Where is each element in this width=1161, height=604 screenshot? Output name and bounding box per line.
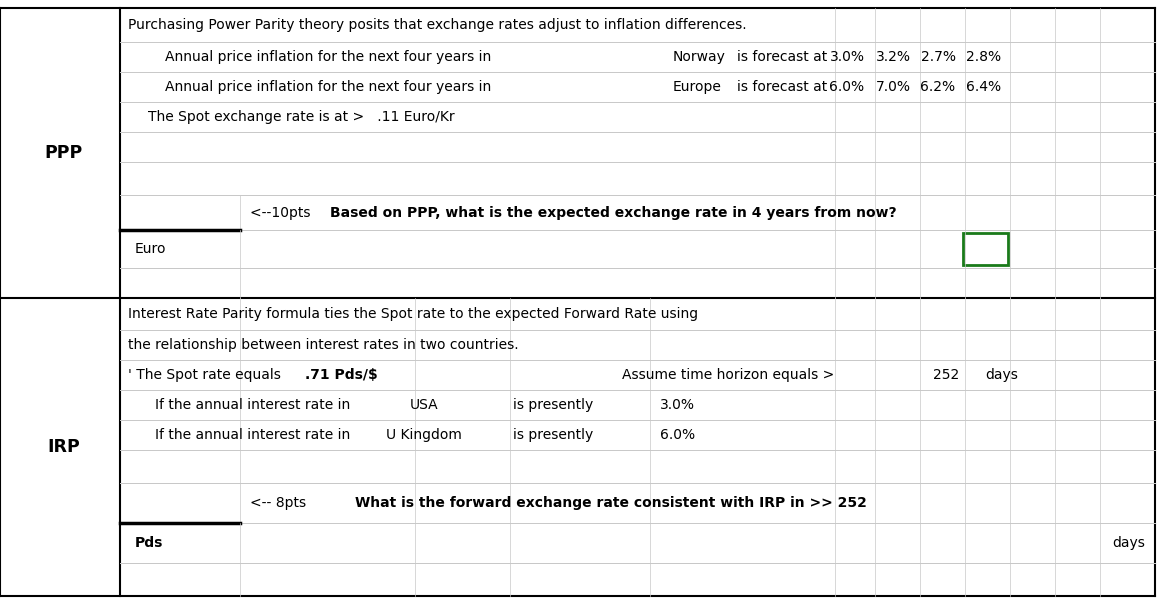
Text: USA: USA	[410, 398, 439, 412]
Text: U Kingdom: U Kingdom	[387, 428, 462, 442]
Text: 6.2%: 6.2%	[921, 80, 956, 94]
Text: If the annual interest rate in: If the annual interest rate in	[156, 428, 351, 442]
Text: 3.0%: 3.0%	[659, 398, 695, 412]
Text: 2.7%: 2.7%	[921, 50, 956, 64]
Text: 3.0%: 3.0%	[829, 50, 865, 64]
Text: is presently: is presently	[513, 428, 593, 442]
Text: 7.0%: 7.0%	[875, 80, 910, 94]
Text: What is the forward exchange rate consistent with IRP in >> 252: What is the forward exchange rate consis…	[355, 496, 867, 510]
Text: PPP: PPP	[45, 144, 84, 162]
Text: .71 Pds/$: .71 Pds/$	[305, 368, 377, 382]
Text: 6.0%: 6.0%	[829, 80, 865, 94]
Text: Assume time horizon equals >: Assume time horizon equals >	[622, 368, 838, 382]
Text: ' The Spot rate equals: ' The Spot rate equals	[128, 368, 289, 382]
Text: 3.2%: 3.2%	[875, 50, 910, 64]
Text: days: days	[1112, 536, 1145, 550]
Text: Annual price inflation for the next four years in: Annual price inflation for the next four…	[165, 50, 491, 64]
Text: Euro: Euro	[135, 242, 166, 256]
Text: is forecast at: is forecast at	[737, 80, 828, 94]
Text: 2.8%: 2.8%	[966, 50, 1002, 64]
Text: Pds: Pds	[135, 536, 164, 550]
Text: Norway: Norway	[673, 50, 726, 64]
Text: 6.4%: 6.4%	[966, 80, 1002, 94]
Text: Based on PPP, what is the expected exchange rate in 4 years from now?: Based on PPP, what is the expected excha…	[330, 205, 896, 219]
Text: Purchasing Power Parity theory posits that exchange rates adjust to inflation di: Purchasing Power Parity theory posits th…	[128, 18, 747, 32]
Text: If the annual interest rate in: If the annual interest rate in	[156, 398, 351, 412]
Text: the relationship between interest rates in two countries.: the relationship between interest rates …	[128, 338, 519, 352]
Text: The Spot exchange rate is at >   .11 Euro/Kr: The Spot exchange rate is at > .11 Euro/…	[147, 110, 455, 124]
Text: Annual price inflation for the next four years in: Annual price inflation for the next four…	[165, 80, 491, 94]
Text: is forecast at: is forecast at	[737, 50, 828, 64]
Text: 6.0%: 6.0%	[659, 428, 695, 442]
Text: <--10pts: <--10pts	[250, 205, 319, 219]
Text: is presently: is presently	[513, 398, 593, 412]
Text: 252: 252	[933, 368, 959, 382]
Text: Europe: Europe	[673, 80, 722, 94]
Text: IRP: IRP	[48, 438, 80, 456]
Bar	[962, 233, 1008, 265]
Text: Interest Rate Parity formula ties the Spot rate to the expected Forward Rate usi: Interest Rate Parity formula ties the Sp…	[128, 307, 698, 321]
Text: days: days	[985, 368, 1018, 382]
Text: <-- 8pts: <-- 8pts	[250, 496, 319, 510]
